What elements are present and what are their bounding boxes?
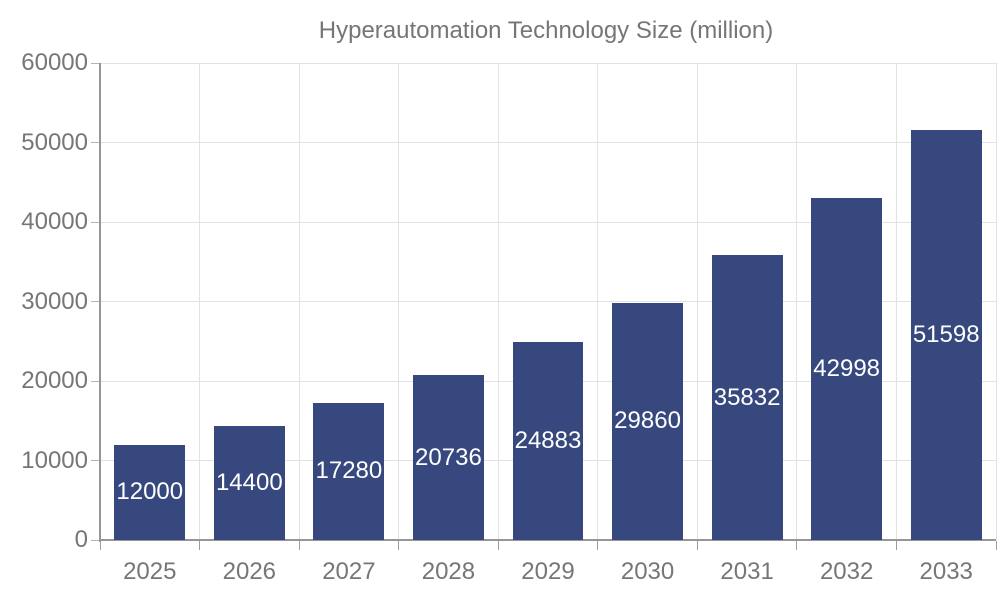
y-axis-label: 50000 bbox=[21, 128, 88, 156]
bar-value-label-2030: 29860 bbox=[614, 407, 681, 435]
y-axis-label: 0 bbox=[74, 526, 88, 553]
x-axis-tick bbox=[199, 541, 201, 550]
bar-value-label-2029: 24883 bbox=[514, 427, 582, 455]
x-axis-tick bbox=[895, 541, 897, 550]
y-axis-tick bbox=[91, 380, 100, 382]
x-gridline bbox=[199, 63, 201, 540]
legend-label: Hyperautomation Technology Size (million… bbox=[318, 17, 774, 44]
x-axis-tick bbox=[995, 541, 997, 550]
bar-2026[interactable] bbox=[213, 425, 285, 540]
x-axis-line bbox=[99, 539, 996, 541]
x-gridline bbox=[497, 63, 499, 540]
bar-2028[interactable] bbox=[412, 375, 484, 540]
legend[interactable]: Hyperautomation Technology Size (million… bbox=[0, 17, 1000, 45]
bar-2032[interactable] bbox=[811, 198, 883, 540]
bar-value-label-2027: 17280 bbox=[315, 457, 383, 485]
y-axis-label: 40000 bbox=[21, 208, 88, 235]
y-axis-line bbox=[99, 63, 101, 542]
y-axis-label: 30000 bbox=[21, 287, 88, 315]
y-axis-tick bbox=[91, 539, 100, 541]
bar-value-label-2028: 20736 bbox=[415, 443, 482, 471]
y-axis-tick bbox=[91, 460, 100, 461]
y-gridline bbox=[100, 221, 996, 223]
y-axis-tick bbox=[91, 62, 100, 64]
x-gridline bbox=[298, 63, 300, 540]
x-gridline bbox=[895, 63, 897, 540]
bar-2025[interactable] bbox=[114, 444, 186, 540]
x-axis-tick bbox=[497, 541, 499, 550]
x-axis-label-2031: 2031 bbox=[720, 558, 774, 585]
y-axis-tick bbox=[91, 301, 100, 302]
x-axis-tick bbox=[696, 541, 698, 550]
bar-value-label-2032: 42998 bbox=[813, 355, 881, 383]
bar-2033[interactable] bbox=[910, 129, 982, 540]
y-axis-tick bbox=[91, 142, 100, 143]
x-axis-tick bbox=[298, 541, 300, 550]
bar-value-label-2031: 35832 bbox=[713, 383, 781, 411]
x-gridline bbox=[995, 63, 997, 540]
x-axis-label-2028: 2028 bbox=[421, 558, 476, 585]
x-gridline bbox=[796, 63, 798, 540]
x-axis-label-2030: 2030 bbox=[620, 558, 675, 585]
x-gridline bbox=[597, 63, 599, 540]
x-axis-label-2029: 2029 bbox=[521, 558, 575, 585]
y-gridline bbox=[100, 142, 996, 143]
y-axis-label: 60000 bbox=[21, 49, 88, 76]
y-axis-label: 10000 bbox=[21, 446, 88, 474]
bar-2030[interactable] bbox=[612, 302, 684, 540]
bar-value-label-2025: 12000 bbox=[116, 478, 184, 506]
x-axis-tick bbox=[597, 541, 599, 550]
bar-value-label-2026: 14400 bbox=[215, 468, 283, 496]
x-axis-tick bbox=[796, 541, 798, 550]
legend-swatch-icon bbox=[227, 20, 305, 43]
x-axis-label-2025: 2025 bbox=[123, 558, 177, 585]
bar-value-label-2033: 51598 bbox=[912, 320, 980, 348]
x-axis-tick bbox=[398, 541, 400, 550]
y-axis-tick bbox=[91, 221, 100, 223]
x-gridline bbox=[696, 63, 698, 540]
x-axis-label-2027: 2027 bbox=[322, 558, 376, 585]
y-axis-label: 20000 bbox=[21, 367, 88, 394]
bar-2031[interactable] bbox=[711, 255, 783, 540]
bar-2027[interactable] bbox=[313, 402, 385, 540]
x-axis-label-2026: 2026 bbox=[222, 558, 277, 585]
bar-2029[interactable] bbox=[512, 342, 584, 540]
y-gridline bbox=[100, 301, 996, 302]
x-axis-label-2032: 2032 bbox=[819, 558, 874, 585]
x-gridline bbox=[398, 63, 400, 540]
x-axis-label-2033: 2033 bbox=[919, 558, 973, 585]
x-axis-tick bbox=[99, 541, 101, 550]
y-gridline bbox=[100, 62, 996, 64]
